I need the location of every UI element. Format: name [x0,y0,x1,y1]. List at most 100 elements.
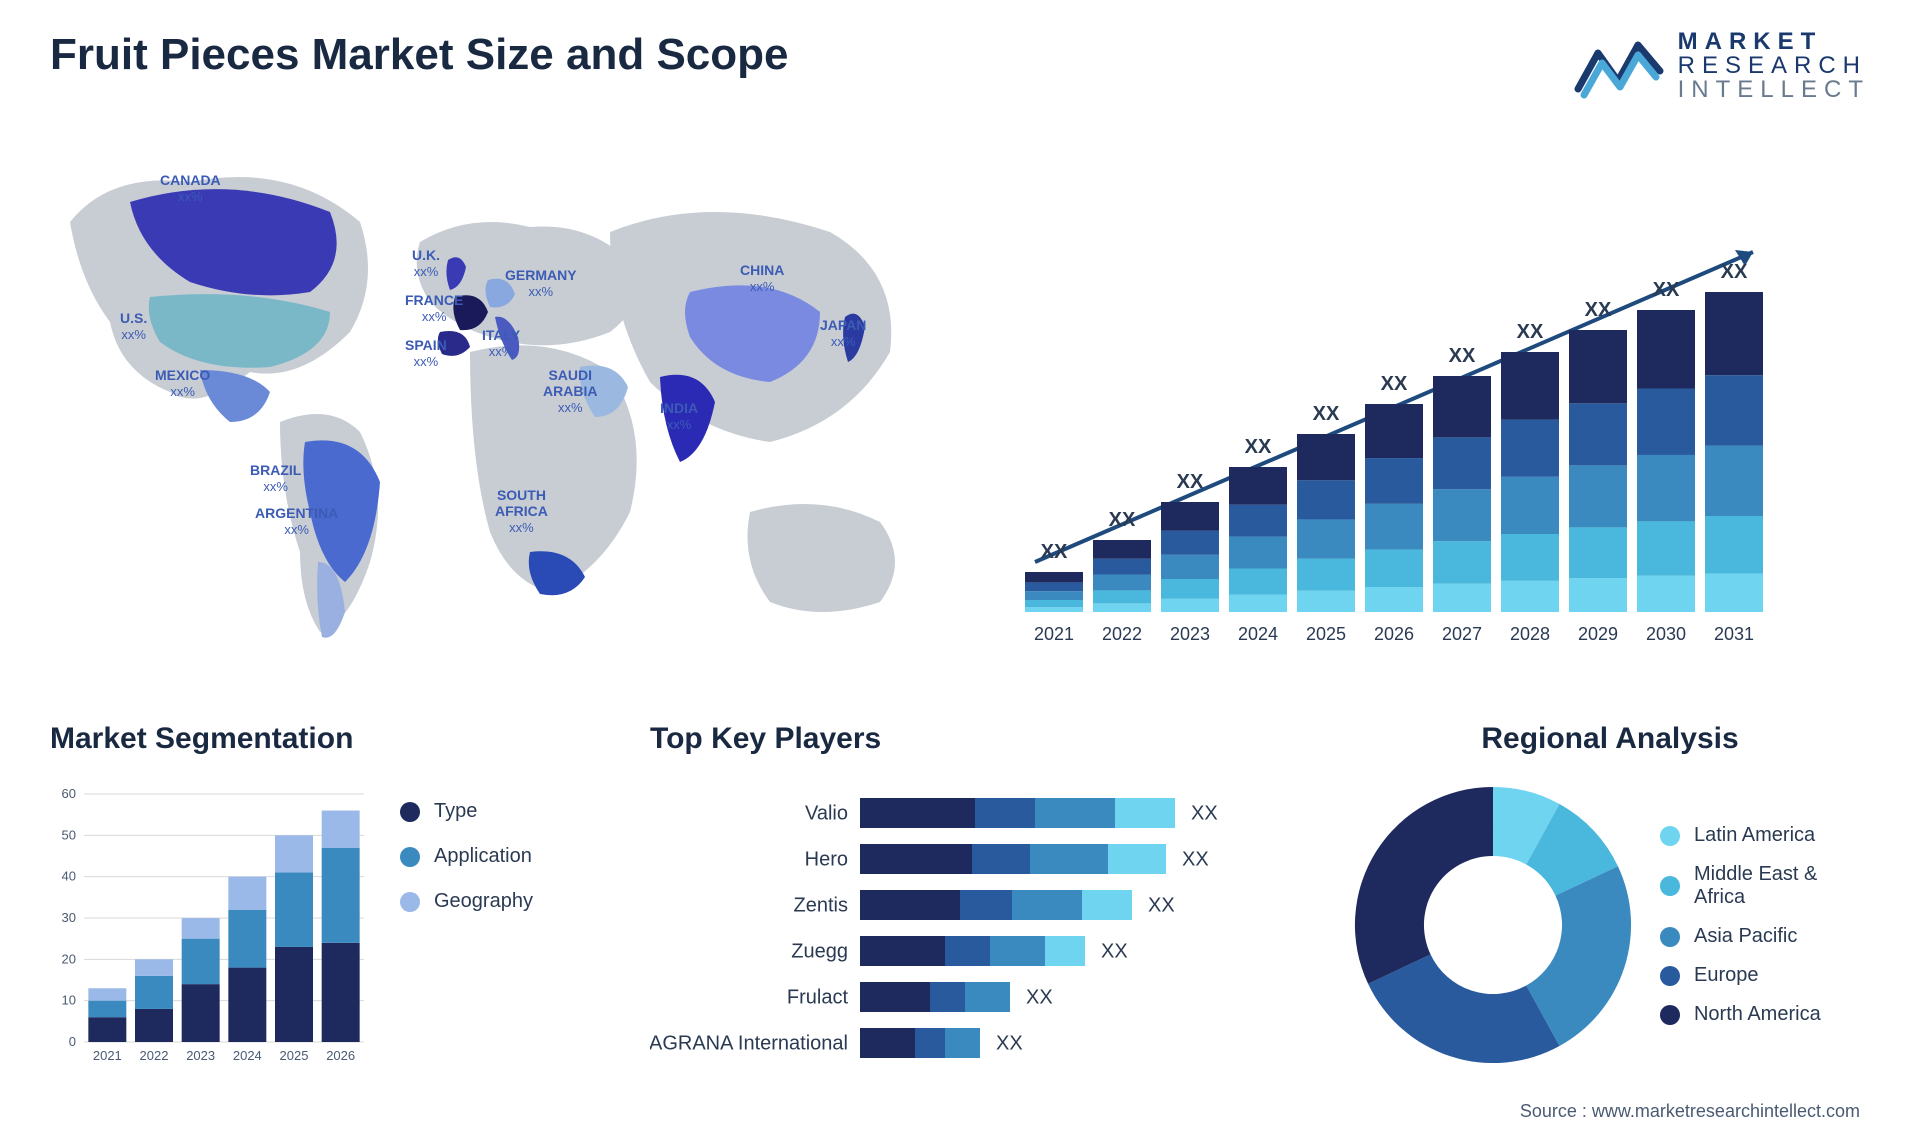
svg-text:2024: 2024 [1238,624,1278,644]
map-label: MEXICOxx% [155,367,210,400]
legend-item: Middle East & Africa [1660,863,1870,909]
svg-text:XX: XX [1245,436,1272,458]
regional-legend: Latin America Middle East & Africa Asia Pa… [1660,824,1870,1026]
legend-label: Application [434,845,532,868]
logo-text-3: INTELLECT [1678,78,1870,102]
legend-dot-icon [1660,826,1680,846]
legend-label: Europe [1694,964,1759,987]
legend-dot-icon [1660,876,1680,896]
svg-text:2023: 2023 [1170,624,1210,644]
svg-text:2026: 2026 [326,1048,355,1063]
svg-text:XX: XX [1449,345,1476,367]
legend-item: Latin America [1660,824,1870,847]
svg-text:2030: 2030 [1646,624,1686,644]
brand-logo: MARKET RESEARCH INTELLECT [1574,30,1870,102]
map-label: CANADAxx% [160,172,221,205]
legend-label: Middle East & Africa [1694,863,1870,909]
svg-text:2025: 2025 [280,1048,309,1063]
map-label: BRAZILxx% [250,462,301,495]
legend-dot-icon [1660,966,1680,986]
svg-text:Frulact: Frulact [787,987,849,1009]
legend-dot-icon [400,802,420,822]
svg-text:XX: XX [1313,403,1340,425]
legend-label: Asia Pacific [1694,925,1797,948]
legend-item: Type [400,800,533,823]
map-label: ITALYxx% [482,327,520,360]
players-bar-chart: Valio XX Hero XX Zentis XX Zuegg XX Frulact XX AGR… [650,780,1270,1090]
segmentation-title: Market Segmentation [50,722,610,756]
svg-text:XX: XX [1109,509,1136,531]
svg-text:XX: XX [1191,803,1218,825]
svg-text:Valio: Valio [805,803,848,825]
svg-text:2028: 2028 [1510,624,1550,644]
svg-text:60: 60 [62,786,76,801]
legend-label: Latin America [1694,824,1815,847]
world-map-panel: CANADAxx% U.S.xx% MEXICOxx% BRAZILxx% ARGENT… [50,132,930,672]
svg-text:2024: 2024 [233,1048,262,1063]
svg-text:XX: XX [1148,895,1175,917]
map-label: CHINAxx% [740,262,784,295]
logo-text-1: MARKET [1678,30,1870,54]
legend-dot-icon [400,892,420,912]
svg-text:0: 0 [69,1034,76,1049]
svg-text:XX: XX [1026,987,1053,1009]
legend-dot-icon [1660,1005,1680,1025]
svg-text:Zentis: Zentis [794,895,848,917]
svg-text:Zuegg: Zuegg [791,941,848,963]
svg-text:2022: 2022 [1102,624,1142,644]
svg-text:40: 40 [62,869,76,884]
svg-text:20: 20 [62,951,76,966]
world-map-icon [50,132,930,672]
legend-item: Application [400,845,533,868]
svg-text:2027: 2027 [1442,624,1482,644]
svg-text:2021: 2021 [93,1048,122,1063]
logo-text-2: RESEARCH [1678,54,1870,78]
map-label: SOUTHAFRICAxx% [495,487,548,536]
segmentation-legend: Type Application Geography [400,780,533,1070]
svg-text:XX: XX [1653,279,1680,301]
source-attribution: Source : www.marketresearchintellect.com [1520,1101,1860,1122]
svg-text:10: 10 [62,993,76,1008]
logo-mark-icon [1574,31,1664,101]
svg-text:50: 50 [62,827,76,842]
svg-text:30: 30 [62,910,76,925]
map-label: FRANCExx% [405,292,463,325]
svg-text:XX: XX [1721,261,1748,283]
forecast-bar-chart: XX2021XX2022XX2023XX2024XX2025XX2026XX20… [980,132,1870,672]
map-label: U.K.xx% [412,247,440,280]
map-label: ARGENTINAxx% [255,505,338,538]
svg-text:2029: 2029 [1578,624,1618,644]
svg-text:XX: XX [1517,321,1544,343]
svg-text:2031: 2031 [1714,624,1754,644]
svg-text:XX: XX [1182,849,1209,871]
map-label: U.S.xx% [120,310,147,343]
legend-item: North America [1660,1003,1870,1026]
map-label: SPAINxx% [405,337,447,370]
forecast-chart-panel: XX2021XX2022XX2023XX2024XX2025XX2026XX20… [980,132,1870,672]
page-title: Fruit Pieces Market Size and Scope [50,30,788,80]
segmentation-bar-chart: 0 10 20 30 40 50 60 2021 2022 2023 2024 2025 2026 [50,780,370,1070]
players-title: Top Key Players [650,722,1310,756]
svg-text:2026: 2026 [1374,624,1414,644]
regional-title: Regional Analysis [1350,722,1870,756]
svg-text:XX: XX [1177,471,1204,493]
svg-text:XX: XX [1585,299,1612,321]
svg-text:XX: XX [1381,373,1408,395]
legend-item: Geography [400,890,533,913]
map-label: GERMANYxx% [505,267,577,300]
svg-text:2025: 2025 [1306,624,1346,644]
svg-text:Hero: Hero [805,849,848,871]
legend-label: Geography [434,890,533,913]
svg-text:AGRANA International: AGRANA International [650,1033,848,1055]
map-label: JAPANxx% [820,317,866,350]
legend-dot-icon [1660,927,1680,947]
svg-text:2023: 2023 [186,1048,215,1063]
svg-text:XX: XX [1041,541,1068,563]
map-label: SAUDIARABIAxx% [543,367,597,416]
map-label: INDIAxx% [660,400,698,433]
regional-donut-chart [1350,780,1636,1070]
svg-text:2022: 2022 [140,1048,169,1063]
legend-item: Asia Pacific [1660,925,1870,948]
svg-text:XX: XX [1101,941,1128,963]
legend-dot-icon [400,847,420,867]
